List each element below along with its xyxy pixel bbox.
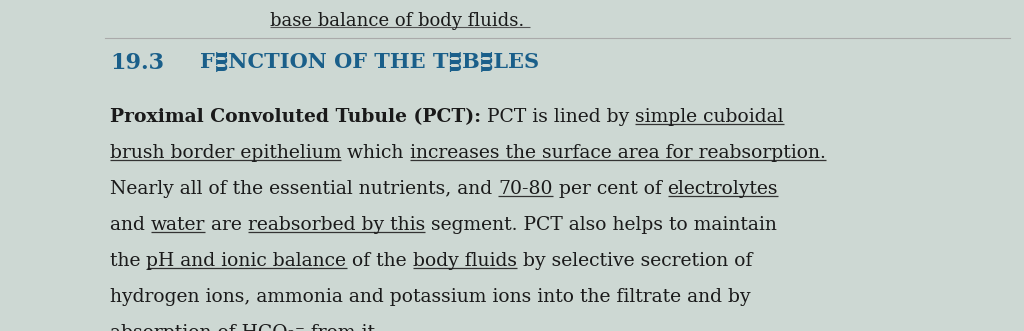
Text: of the: of the xyxy=(346,252,413,270)
Text: electrolytes: electrolytes xyxy=(668,180,778,198)
Text: reabsorbed by this: reabsorbed by this xyxy=(248,216,425,234)
Text: increases the surface area for reabsorption.: increases the surface area for reabsorpt… xyxy=(410,144,825,162)
Text: pH and ionic balance: pH and ionic balance xyxy=(146,252,346,270)
Text: per cent of: per cent of xyxy=(553,180,668,198)
Text: Proximal Convoluted Tubule (PCT):: Proximal Convoluted Tubule (PCT): xyxy=(110,108,481,126)
Text: base balance of body fluids.: base balance of body fluids. xyxy=(270,12,524,30)
Text: simple cuboidal: simple cuboidal xyxy=(635,108,784,126)
Text: FᴟNCTION OF THE TᴟBᴟLES: FᴟNCTION OF THE TᴟBᴟLES xyxy=(200,52,539,72)
Text: are: are xyxy=(205,216,248,234)
Text: 70-80: 70-80 xyxy=(498,180,553,198)
Text: which: which xyxy=(341,144,410,162)
Text: brush border epithelium: brush border epithelium xyxy=(110,144,341,162)
Text: segment. PCT also helps to maintain: segment. PCT also helps to maintain xyxy=(425,216,777,234)
Text: and: and xyxy=(110,216,151,234)
Text: water: water xyxy=(151,216,205,234)
Text: 19.3: 19.3 xyxy=(110,52,164,74)
Text: Nearly all of the essential nutrients, and: Nearly all of the essential nutrients, a… xyxy=(110,180,498,198)
Text: hydrogen ions, ammonia and potassium ions into the filtrate and by: hydrogen ions, ammonia and potassium ion… xyxy=(110,288,751,306)
Text: body fluids: body fluids xyxy=(413,252,517,270)
Text: PCT is lined by: PCT is lined by xyxy=(481,108,635,126)
Text: the: the xyxy=(110,252,146,270)
Text: absorption of HCO₃⁻ from it.: absorption of HCO₃⁻ from it. xyxy=(110,324,381,331)
Text: by selective secretion of: by selective secretion of xyxy=(517,252,753,270)
